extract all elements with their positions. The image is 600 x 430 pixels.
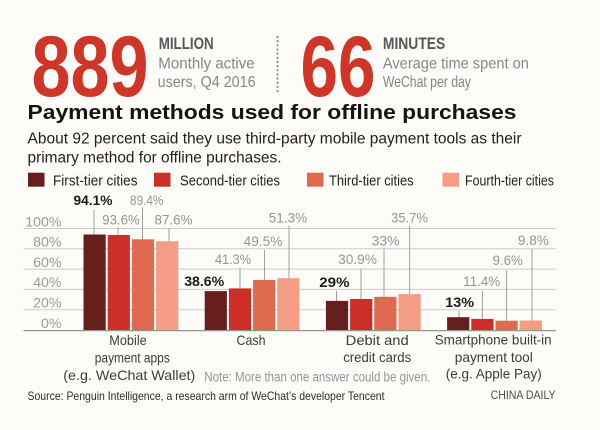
svg-text:30.9%: 30.9% — [338, 252, 377, 268]
svg-text:33%: 33% — [372, 233, 400, 249]
svg-text:93.6%: 93.6% — [102, 212, 140, 228]
svg-text:WeChat per day: WeChat per day — [383, 74, 471, 91]
svg-text:MINUTES: MINUTES — [383, 35, 445, 53]
svg-text:Second-tier cities: Second-tier cities — [180, 174, 280, 190]
svg-text:66: 66 — [301, 19, 376, 115]
svg-text:89.4%: 89.4% — [130, 193, 164, 209]
svg-text:51.3%: 51.3% — [269, 210, 308, 226]
svg-text:users, Q4 2016: users, Q4 2016 — [158, 74, 256, 91]
svg-text:11.4%: 11.4% — [463, 274, 500, 290]
svg-text:49.5%: 49.5% — [244, 234, 283, 250]
svg-text:9.8%: 9.8% — [518, 233, 549, 249]
svg-text:Debit and: Debit and — [346, 332, 409, 348]
svg-text:payment tool: payment tool — [455, 349, 533, 365]
svg-text:35.7%: 35.7% — [391, 210, 428, 226]
svg-text:Fourth-tier cities: Fourth-tier cities — [465, 174, 554, 190]
svg-text:Third-tier cities: Third-tier cities — [329, 174, 414, 190]
svg-text:Smartphone built-in: Smartphone built-in — [435, 331, 552, 347]
svg-text:Average time spent on: Average time spent on — [383, 55, 529, 72]
svg-text:80%: 80% — [33, 235, 62, 251]
svg-text:94.1%: 94.1% — [74, 193, 113, 209]
svg-text:(e.g. Apple Pay): (e.g. Apple Pay) — [446, 365, 542, 381]
svg-text:Source: Penguin Intelligence,: Source: Penguin Intelligence, a research… — [28, 389, 386, 403]
svg-text:Payment methods used for offli: Payment methods used for offline purchas… — [28, 102, 517, 124]
svg-text:38.6%: 38.6% — [184, 274, 224, 290]
svg-text:primary method for offline pur: primary method for offline purchases. — [28, 150, 282, 167]
svg-text:13%: 13% — [445, 295, 474, 311]
svg-text:First-tier cities: First-tier cities — [53, 174, 138, 190]
svg-text:889: 889 — [32, 19, 149, 115]
svg-text:87.6%: 87.6% — [155, 212, 193, 228]
svg-text:About 92 percent said they use: About 92 percent said they use third-par… — [28, 130, 522, 147]
svg-text:40%: 40% — [33, 275, 62, 291]
svg-text:20%: 20% — [33, 296, 62, 312]
svg-text:Mobile: Mobile — [109, 332, 147, 348]
svg-text:Note: More than one answer cou: Note: More than one answer could be give… — [204, 369, 430, 384]
svg-text:payment apps: payment apps — [95, 349, 170, 365]
svg-text:41.3%: 41.3% — [215, 252, 252, 268]
svg-text:9.6%: 9.6% — [493, 253, 524, 269]
svg-text:(e.g. WeChat Wallet): (e.g. WeChat Wallet) — [63, 367, 195, 383]
svg-text:CHINA DAILY: CHINA DAILY — [491, 389, 556, 402]
svg-text:60%: 60% — [33, 255, 62, 271]
svg-text:Monthly active: Monthly active — [158, 55, 255, 72]
svg-text:100%: 100% — [25, 214, 62, 230]
svg-text:29%: 29% — [319, 275, 350, 291]
svg-text:MILLION: MILLION — [159, 35, 214, 53]
svg-text:credit cards: credit cards — [343, 349, 411, 365]
svg-text:Cash: Cash — [237, 332, 266, 348]
svg-text:0%: 0% — [41, 316, 62, 332]
